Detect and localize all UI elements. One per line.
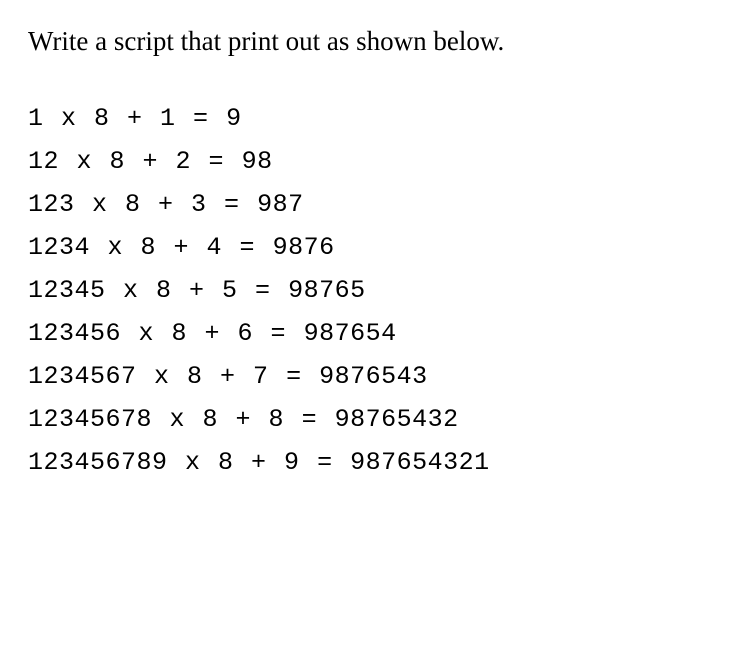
operation: x 8 + 4 = [108, 233, 256, 262]
result: 9 [226, 104, 242, 133]
result: 9876 [273, 233, 335, 262]
result: 987 [257, 190, 304, 219]
operation: x 8 + 1 = [61, 104, 209, 133]
code-output-block: 1 x 8 + 1 = 9 12 x 8 + 2 = 98 123 x 8 + … [28, 97, 710, 484]
operand-left: 12345 [28, 276, 106, 305]
result: 987654 [304, 319, 397, 348]
instruction-text: Write a script that print out as shown b… [28, 24, 710, 59]
operation: x 8 + 8 = [170, 405, 318, 434]
code-line: 1234 x 8 + 4 = 9876 [28, 226, 710, 269]
operation: x 8 + 7 = [154, 362, 302, 391]
operand-left: 12345678 [28, 405, 152, 434]
result: 98765432 [335, 405, 459, 434]
operation: x 8 + 5 = [123, 276, 271, 305]
operand-left: 1234567 [28, 362, 137, 391]
code-line: 123 x 8 + 3 = 987 [28, 183, 710, 226]
operand-left: 1234 [28, 233, 90, 262]
operation: x 8 + 2 = [77, 147, 225, 176]
operand-left: 123456 [28, 319, 121, 348]
code-line: 12345678 x 8 + 8 = 98765432 [28, 398, 710, 441]
operation: x 8 + 9 = [185, 448, 333, 477]
code-line: 12 x 8 + 2 = 98 [28, 140, 710, 183]
code-line: 123456 x 8 + 6 = 987654 [28, 312, 710, 355]
code-line: 1 x 8 + 1 = 9 [28, 97, 710, 140]
operand-left: 12 [28, 147, 59, 176]
result: 9876543 [319, 362, 428, 391]
result: 98 [242, 147, 273, 176]
code-line: 1234567 x 8 + 7 = 9876543 [28, 355, 710, 398]
operand-left: 123 [28, 190, 75, 219]
code-line: 123456789 x 8 + 9 = 987654321 [28, 441, 710, 484]
result: 987654321 [350, 448, 490, 477]
result: 98765 [288, 276, 366, 305]
operation: x 8 + 3 = [92, 190, 240, 219]
operation: x 8 + 6 = [139, 319, 287, 348]
operand-left: 123456789 [28, 448, 168, 477]
code-line: 12345 x 8 + 5 = 98765 [28, 269, 710, 312]
operand-left: 1 [28, 104, 44, 133]
